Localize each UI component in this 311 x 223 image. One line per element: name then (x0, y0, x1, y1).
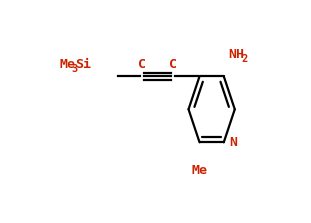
Text: N: N (229, 136, 237, 149)
Text: 2: 2 (241, 54, 247, 64)
Text: C: C (138, 58, 146, 71)
Text: Me: Me (192, 164, 207, 178)
Text: Me: Me (60, 58, 76, 71)
Text: Si: Si (75, 58, 91, 71)
Text: NH: NH (228, 48, 244, 61)
Text: 3: 3 (71, 64, 77, 74)
Text: C: C (169, 58, 177, 71)
